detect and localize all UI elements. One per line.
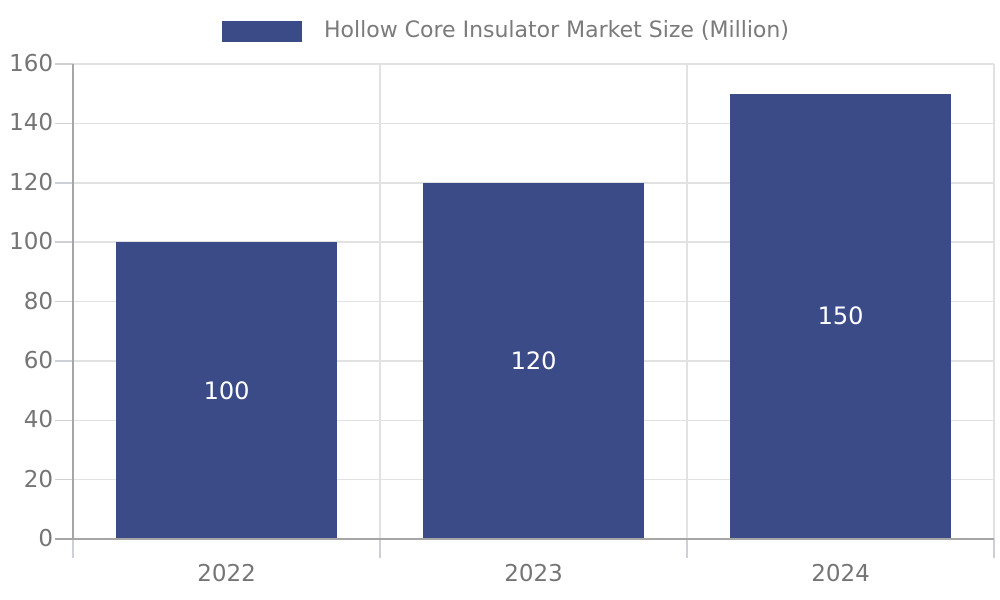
- y-tick-label: 120: [9, 169, 53, 196]
- x-tick-label: 2022: [197, 561, 256, 587]
- y-axis-tick: [55, 241, 73, 243]
- x-axis-tick: [686, 539, 688, 558]
- bar-2022[interactable]: [116, 242, 337, 539]
- y-tick-label: 100: [9, 229, 53, 256]
- legend[interactable]: Hollow Core Insulator Market Size (Milli…: [222, 20, 789, 42]
- y-axis-tick: [55, 419, 73, 421]
- y-tick-label: 0: [38, 526, 53, 552]
- x-axis-line: [55, 538, 994, 540]
- y-axis-tick: [55, 122, 73, 125]
- bar-2024[interactable]: [730, 93, 951, 539]
- x-tick-label: 2023: [504, 561, 563, 587]
- v-gridline: [686, 64, 688, 539]
- y-axis-tick: [55, 478, 73, 481]
- h-gridline: [73, 63, 994, 65]
- y-tick-label: 60: [23, 347, 53, 374]
- y-tick-label: 140: [9, 110, 53, 137]
- x-axis-tick: [72, 539, 74, 558]
- y-axis-tick: [55, 182, 73, 184]
- bar-2023[interactable]: [423, 182, 644, 539]
- y-axis-tick: [55, 63, 73, 65]
- x-axis-tick: [379, 539, 381, 558]
- legend-marker-icon: [222, 20, 302, 42]
- bar-value-label: 120: [510, 346, 557, 375]
- bar-value-label: 100: [203, 376, 250, 405]
- h-gridline: [73, 122, 994, 125]
- legend-label: Hollow Core Insulator Market Size (Milli…: [324, 18, 789, 43]
- y-axis-tick: [55, 300, 73, 303]
- y-tick-label: 20: [23, 466, 53, 493]
- y-tick-label: 160: [9, 51, 53, 77]
- v-gridline: [993, 64, 995, 539]
- x-axis-tick: [993, 539, 995, 558]
- y-tick-label: 80: [23, 288, 53, 315]
- y-axis-line: [72, 64, 74, 540]
- v-gridline: [379, 64, 381, 539]
- x-tick-label: 2024: [811, 561, 870, 587]
- y-tick-label: 40: [23, 407, 53, 434]
- y-axis-tick: [55, 360, 73, 362]
- bar-value-label: 150: [817, 302, 864, 331]
